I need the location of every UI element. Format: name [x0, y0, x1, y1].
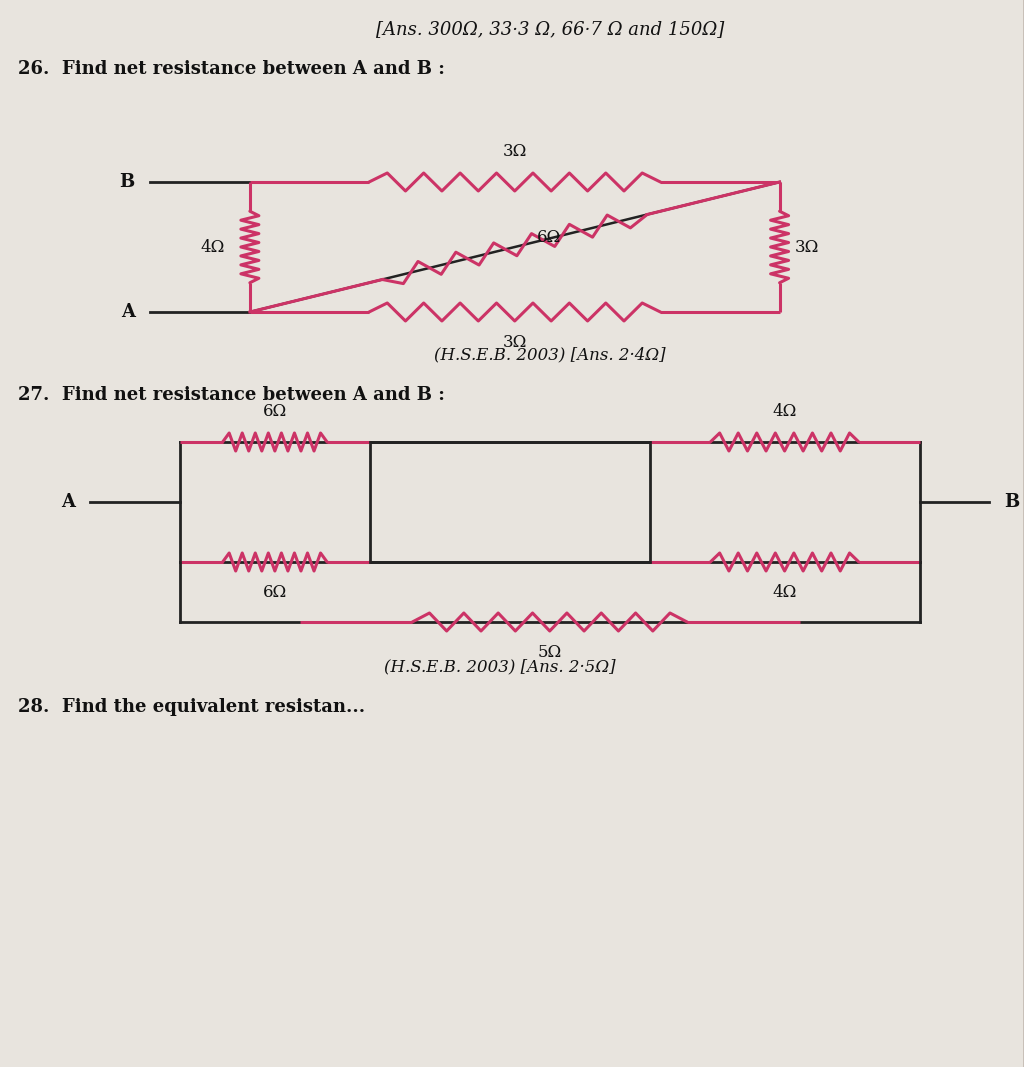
Text: A: A: [121, 303, 135, 321]
Text: [Ans. 300Ω, 33·3 Ω, 66·7 Ω and 150Ω]: [Ans. 300Ω, 33·3 Ω, 66·7 Ω and 150Ω]: [376, 20, 724, 38]
Text: (H.S.E.B. 2003) [Ans. 2·5Ω]: (H.S.E.B. 2003) [Ans. 2·5Ω]: [384, 658, 615, 675]
Text: 3Ω: 3Ω: [503, 334, 527, 351]
Text: A: A: [61, 493, 75, 511]
Text: 3Ω: 3Ω: [795, 239, 819, 255]
Text: 26.  Find net resistance between A and B :: 26. Find net resistance between A and B …: [18, 60, 444, 78]
Text: B: B: [1005, 493, 1020, 511]
Text: B: B: [120, 173, 135, 191]
Text: 6Ω: 6Ω: [263, 584, 287, 601]
Text: 4Ω: 4Ω: [772, 403, 797, 420]
Text: 4Ω: 4Ω: [772, 584, 797, 601]
Text: 4Ω: 4Ω: [201, 239, 225, 255]
Text: 28.  Find the equivalent resistan...: 28. Find the equivalent resistan...: [18, 698, 366, 716]
Text: 6Ω: 6Ω: [537, 228, 561, 245]
Text: (H.S.E.B. 2003) [Ans. 2·4Ω]: (H.S.E.B. 2003) [Ans. 2·4Ω]: [434, 347, 666, 364]
Text: 6Ω: 6Ω: [263, 403, 287, 420]
Text: 5Ω: 5Ω: [538, 644, 562, 660]
Text: 27.  Find net resistance between A and B :: 27. Find net resistance between A and B …: [18, 386, 444, 404]
Text: 3Ω: 3Ω: [503, 143, 527, 160]
